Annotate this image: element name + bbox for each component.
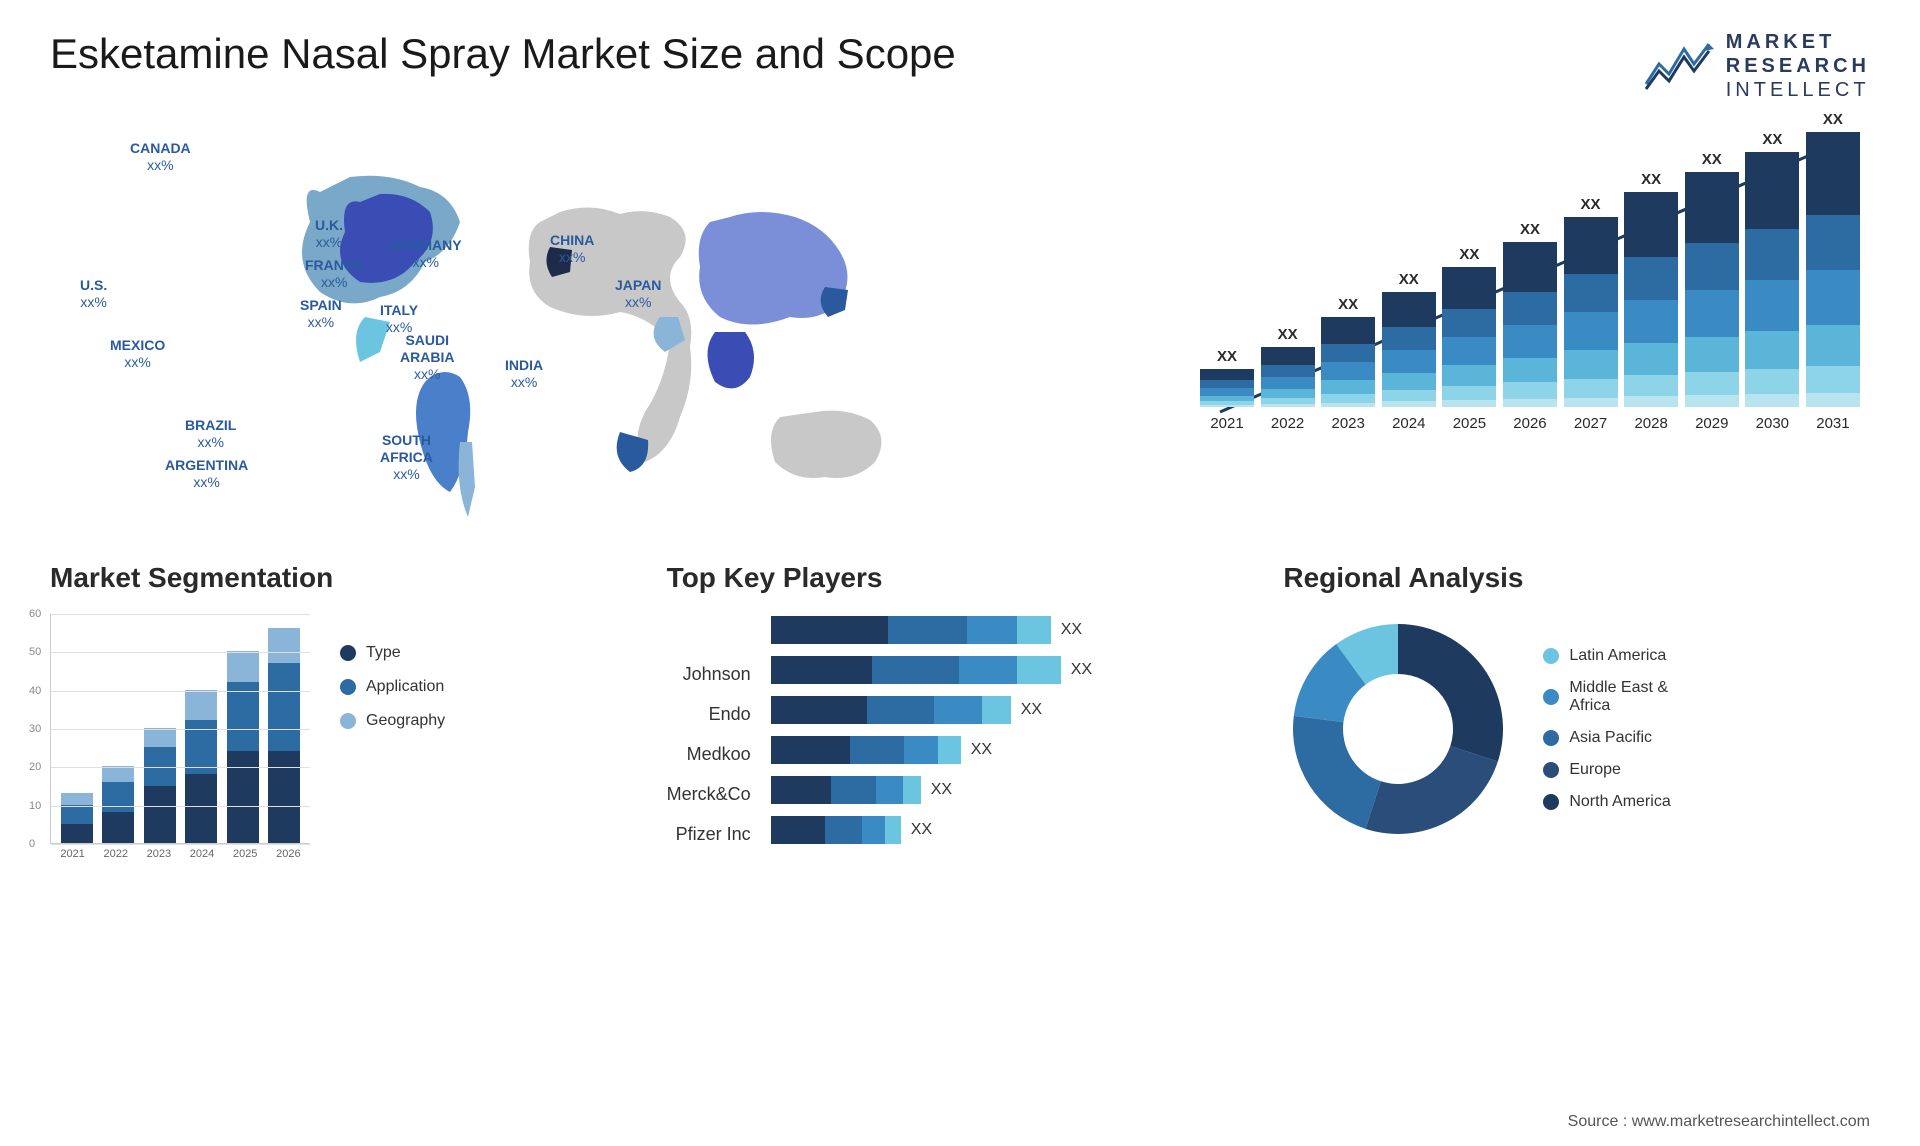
growth-bar-2022: XX2022 [1261, 326, 1315, 432]
player-bar-row-2: XX [771, 694, 1254, 726]
country-label-south-africa: SOUTHAFRICAxx% [380, 432, 433, 482]
growth-bar-2026: XX2026 [1503, 221, 1557, 432]
logo: MARKET RESEARCH INTELLECT [1644, 30, 1870, 102]
player-name-merckco: Merck&Co [667, 776, 751, 812]
players-panel: Top Key Players Johnson Endo Medkoo Merck&C… [667, 562, 1254, 874]
seg-bar-2023 [144, 728, 176, 843]
regional-legend: Latin America Middle East &Africa Asia Pac… [1543, 647, 1670, 811]
player-name-endo: Endo [667, 696, 751, 732]
seg-bar-2021 [61, 793, 93, 843]
country-label-u.k.: U.K.xx% [315, 217, 343, 251]
country-label-argentina: ARGENTINAxx% [165, 457, 248, 491]
country-label-india: INDIAxx% [505, 357, 543, 391]
region-legend-latin-america: Latin America [1543, 647, 1670, 665]
player-bar-row-0: XX [771, 614, 1254, 646]
logo-line2: RESEARCH [1726, 54, 1870, 78]
source-text: Source : www.marketresearchintellect.com [1568, 1113, 1870, 1131]
player-name-pfizerinc: Pfizer Inc [667, 816, 751, 852]
regional-donut [1283, 614, 1513, 844]
growth-bar-2021: XX2021 [1200, 348, 1254, 432]
growth-bar-chart: XX2021XX2022XX2023XX2024XX2025XX2026XX20… [1190, 122, 1870, 502]
player-bar-row-4: XX [771, 774, 1254, 806]
growth-bar-2031: XX2031 [1806, 111, 1860, 432]
country-label-japan: JAPANxx% [615, 277, 661, 311]
players-bars: XX XX XX XX XX XX [771, 614, 1254, 852]
growth-bar-2023: XX2023 [1321, 296, 1375, 432]
seg-legend-geography: Geography [340, 712, 445, 730]
growth-bar-2028: XX2028 [1624, 171, 1678, 432]
country-label-canada: CANADAxx% [130, 140, 191, 174]
seg-legend-application: Application [340, 678, 445, 696]
players-title: Top Key Players [667, 562, 1254, 594]
segmentation-bars: 0102030405060 [50, 614, 310, 844]
logo-line1: MARKET [1726, 30, 1870, 54]
country-label-mexico: MEXICOxx% [110, 337, 165, 371]
growth-bar-2030: XX2030 [1745, 131, 1799, 432]
region-legend-europe: Europe [1543, 761, 1670, 779]
country-label-u.s.: U.S.xx% [80, 277, 107, 311]
country-label-germany: GERMANYxx% [390, 237, 462, 271]
region-legend-asia-pacific: Asia Pacific [1543, 729, 1670, 747]
seg-legend-type: Type [340, 644, 445, 662]
world-map: CANADAxx% U.S.xx%MEXICOxx% BRAZILxx% ARGENT… [50, 122, 1150, 522]
country-label-spain: SPAINxx% [300, 297, 342, 331]
country-label-china: CHINAxx% [550, 232, 594, 266]
page-title: Esketamine Nasal Spray Market Size and S… [50, 30, 956, 78]
logo-line3: INTELLECT [1726, 78, 1870, 102]
donut-slice-north-america [1398, 624, 1503, 761]
segmentation-legend: Type Application Geography [340, 614, 445, 874]
donut-slice-europe [1366, 746, 1498, 834]
player-bar-row-3: XX [771, 734, 1254, 766]
player-name-johnson: Johnson [667, 656, 751, 692]
growth-bar-2024: XX2024 [1382, 271, 1436, 432]
country-label-france: FRANCExx% [305, 257, 363, 291]
region-legend-middle-east---africa: Middle East &Africa [1543, 679, 1670, 715]
country-label-brazil: BRAZILxx% [185, 417, 236, 451]
segmentation-panel: Market Segmentation 0102030405060 202120… [50, 562, 637, 874]
regional-title: Regional Analysis [1283, 562, 1870, 594]
growth-bar-2029: XX2029 [1685, 151, 1739, 432]
region-legend-north-america: North America [1543, 793, 1670, 811]
seg-bar-2026 [268, 628, 300, 843]
growth-bar-2025: XX2025 [1442, 246, 1496, 432]
country-label-italy: ITALYxx% [380, 302, 418, 336]
player-bar-row-1: XX [771, 654, 1254, 686]
country-label-saudi-arabia: SAUDIARABIAxx% [400, 332, 454, 382]
player-bar-row-5: XX [771, 814, 1254, 846]
segmentation-title: Market Segmentation [50, 562, 637, 594]
regional-panel: Regional Analysis Latin America Middle Ea… [1283, 562, 1870, 874]
player-name-medkoo: Medkoo [667, 736, 751, 772]
seg-bar-2025 [227, 651, 259, 843]
growth-bar-2027: XX2027 [1564, 196, 1618, 432]
donut-slice-asia-pacific [1293, 716, 1381, 829]
logo-icon [1644, 39, 1714, 94]
